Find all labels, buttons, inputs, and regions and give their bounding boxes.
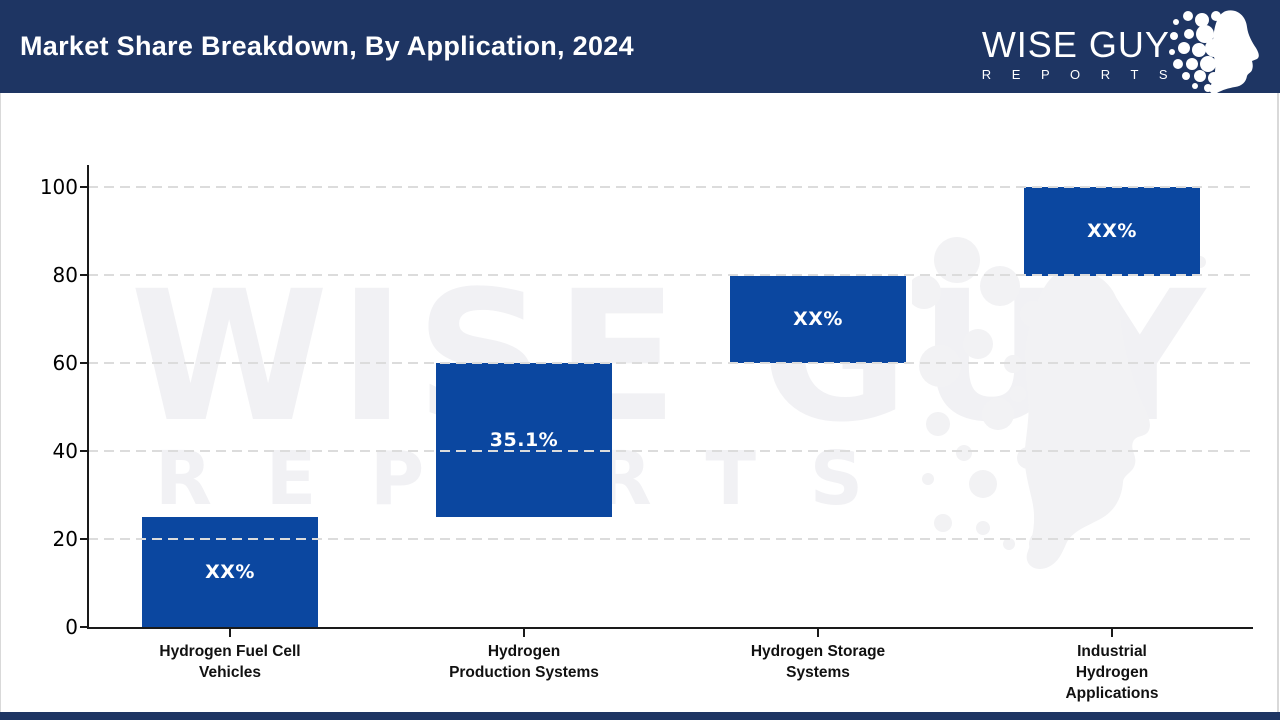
watermark-face-icon bbox=[912, 234, 1206, 569]
waterfall-bar-hydrogen-storage-systems bbox=[730, 275, 906, 363]
grid-line-80 bbox=[88, 274, 1252, 276]
y-tick-mark-80 bbox=[80, 274, 88, 276]
x-category-line: Hydrogen Fuel Cell bbox=[159, 643, 301, 660]
bar-value-label-industrial-hydrogen-applications: XX% bbox=[1087, 220, 1137, 243]
x-category-line: Industrial bbox=[1077, 643, 1147, 660]
bar-value-label-hydrogen-fuel-cell-vehicles: XX% bbox=[205, 561, 255, 583]
grid-line-60 bbox=[88, 362, 1252, 364]
y-tick-mark-0 bbox=[80, 626, 88, 628]
y-tick-label-0: 0 bbox=[65, 615, 78, 639]
waterfall-bar-hydrogen-production-systems bbox=[436, 362, 612, 517]
logo-wiseguy-label: WISE GUY bbox=[981, 23, 1170, 65]
y-tick-label-80: 80 bbox=[52, 263, 78, 287]
header-bar: Market Share Breakdown, By Application, … bbox=[0, 0, 1280, 94]
chart-plot-area: 0 20 40 60 80 100 XX% Hydrogen Fuel Cell Vehicle… bbox=[0, 93, 1280, 712]
y-tick-mark-20 bbox=[80, 538, 88, 540]
card-right-border bbox=[1277, 93, 1279, 712]
waterfall-bar-hydrogen-fuel-cell-vehicles bbox=[142, 517, 318, 627]
y-tick-label-20: 20 bbox=[52, 527, 78, 551]
logo-text: WISE GUY R E P O R T S bbox=[976, 23, 1176, 82]
x-category-label-hydrogen-storage-systems: Hydrogen Storage Systems bbox=[688, 641, 948, 683]
x-category-line: Vehicles bbox=[198, 664, 262, 681]
logo-reports-label: R E P O R T S bbox=[981, 66, 1176, 82]
y-tick-mark-100 bbox=[80, 186, 88, 188]
footer-bar bbox=[0, 712, 1280, 720]
y-tick-mark-40 bbox=[80, 450, 88, 452]
y-tick-label-100: 100 bbox=[39, 175, 78, 199]
x-category-line: Hydrogen Storage bbox=[750, 643, 886, 660]
bar-value-label-hydrogen-storage-systems: XX% bbox=[793, 308, 843, 331]
x-tick-mark-4 bbox=[1111, 629, 1113, 637]
y-tick-label-60: 60 bbox=[52, 351, 78, 375]
y-tick-label-40: 40 bbox=[52, 439, 78, 463]
card-left-border bbox=[0, 93, 1, 712]
grid-line-20 bbox=[88, 538, 1252, 540]
y-axis-line bbox=[87, 165, 89, 629]
x-category-line: Hydrogen bbox=[1075, 664, 1149, 681]
wise-guy-logo: WISE GUY R E P O R T S bbox=[976, 6, 1266, 94]
x-category-line: Production Systems bbox=[449, 664, 599, 681]
x-tick-mark-3 bbox=[817, 629, 819, 637]
logo-face-icon bbox=[1169, 10, 1259, 94]
grid-line-100 bbox=[88, 186, 1252, 188]
x-category-line: Applications bbox=[1065, 685, 1159, 702]
x-tick-mark-1 bbox=[229, 629, 231, 637]
x-category-line: Hydrogen bbox=[487, 643, 561, 660]
page-title: Market Share Breakdown, By Application, … bbox=[20, 31, 634, 61]
y-tick-mark-60 bbox=[80, 362, 88, 364]
x-category-line: Systems bbox=[786, 664, 850, 681]
x-tick-mark-2 bbox=[523, 629, 525, 637]
x-category-label-industrial-hydrogen-applications: Industrial Hydrogen Applications bbox=[982, 641, 1242, 704]
grid-line-40 bbox=[88, 450, 1252, 452]
x-axis-line bbox=[87, 627, 1253, 629]
waterfall-bar-industrial-hydrogen-applications bbox=[1024, 187, 1200, 276]
bar-value-label-hydrogen-production-systems: 35.1% bbox=[489, 428, 559, 451]
x-category-label-hydrogen-production-systems: Hydrogen Production Systems bbox=[394, 641, 654, 683]
x-category-label-hydrogen-fuel-cell-vehicles: Hydrogen Fuel Cell Vehicles bbox=[100, 641, 360, 683]
